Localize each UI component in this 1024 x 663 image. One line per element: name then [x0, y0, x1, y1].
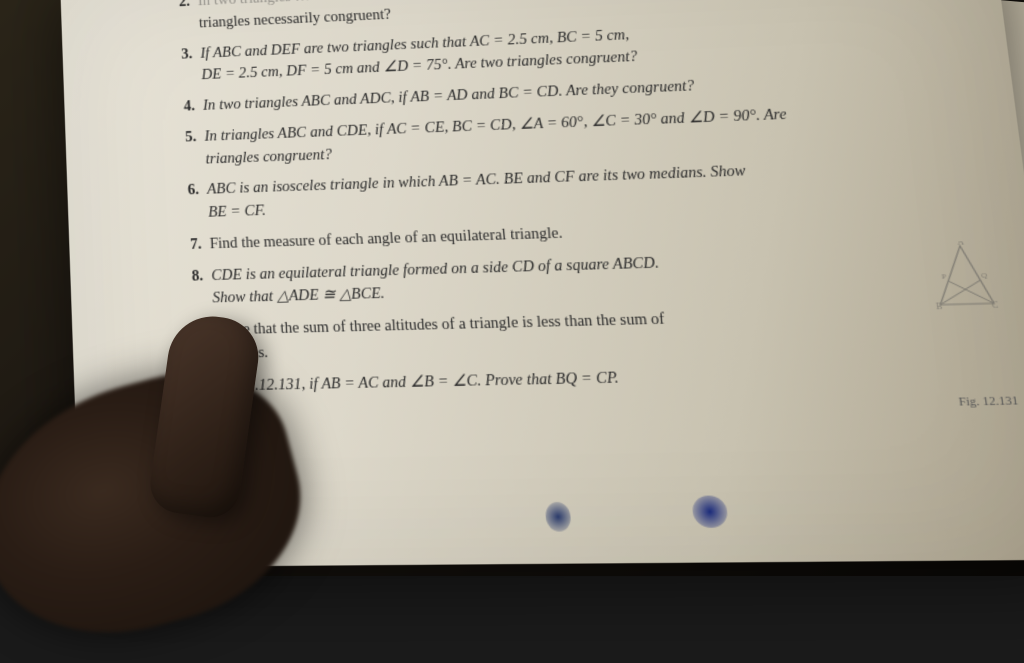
question-row: 10. In Fig.12.131, if AB = AC and ∠B = ∠…	[189, 359, 993, 400]
question-number: 7.	[182, 233, 210, 257]
svg-text:C: C	[991, 300, 999, 309]
triangle-figure-icon: A P Q B C	[928, 240, 999, 309]
question-number: 8.	[184, 265, 213, 312]
question-row: 9. Prove that the sum of three altitudes…	[186, 300, 988, 367]
question-number: 6.	[180, 179, 209, 225]
question-number: 3.	[173, 43, 202, 88]
ink-smudge-icon	[545, 502, 572, 532]
svg-text:Q: Q	[981, 271, 988, 280]
question-number: 5.	[177, 126, 206, 172]
svg-text:A: A	[957, 240, 965, 247]
question-number: 4.	[176, 96, 204, 119]
question-text: CDE is an equilateral triangle formed on…	[211, 243, 981, 311]
question-text: Prove that the sum of three altitudes of…	[214, 300, 989, 366]
question-number: 2.	[171, 0, 199, 36]
ink-smudge-icon	[691, 495, 729, 528]
figure-caption: Fig. 12.131	[958, 394, 1019, 409]
question-text: In Fig.12.131, if AB = AC and ∠B = ∠C. P…	[216, 359, 992, 399]
svg-text:B: B	[935, 301, 942, 309]
svg-text:P: P	[941, 272, 947, 281]
